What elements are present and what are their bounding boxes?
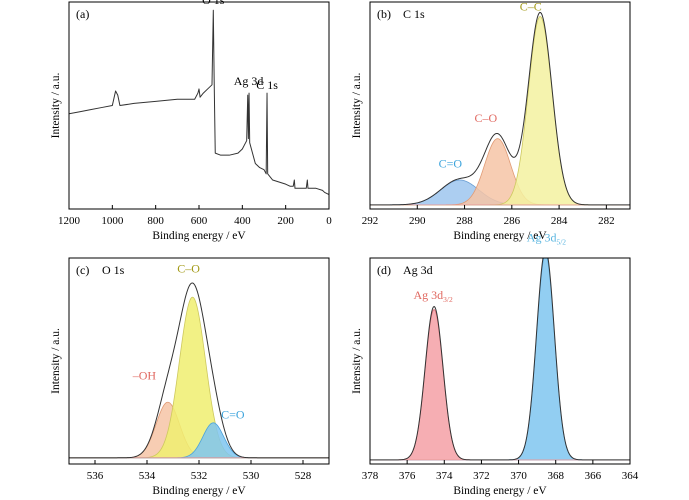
panel-d: 378 376 374 372 370 368 366 364 Binding energy /…	[351, 231, 639, 497]
y-axis-label: Intensity / a.u.	[50, 72, 62, 138]
x-tick-label: 0	[326, 215, 332, 227]
panel-label: (c)	[76, 263, 89, 277]
x-axis-label: Binding energy / eV	[453, 230, 547, 242]
x-tick-label: 292	[362, 215, 379, 227]
x-tick-label: 364	[622, 470, 639, 482]
peak-annotation: C 1s	[256, 78, 278, 92]
peak-annotation: O 1s	[202, 0, 225, 7]
peak-annotation: C–O	[177, 261, 200, 275]
axes-frame	[369, 257, 631, 465]
panel-label: (b)	[377, 7, 391, 21]
x-tick-label: 1000	[101, 215, 124, 227]
x-axis-label: Binding energy / eV	[152, 485, 246, 497]
x-tick-label: 200	[277, 215, 294, 227]
x-tick-label: 368	[547, 470, 564, 482]
x-axis-label: Binding energy / eV	[152, 230, 246, 242]
peak-annotation: C=O	[221, 408, 245, 422]
panel-b: 292 290 288 286 284 282 Binding energy / eV Int…	[351, 0, 631, 242]
x-tick-label: 378	[362, 470, 379, 482]
axes-frame	[68, 1, 330, 210]
envelope-line	[370, 258, 630, 461]
panel-title: O 1s	[102, 263, 125, 277]
x-tick-label: 370	[510, 470, 527, 482]
peak-annotation: Ag 3d5/2	[527, 231, 567, 247]
x-tick-label: 282	[598, 215, 615, 227]
peak-annotation: C–O	[474, 111, 497, 125]
x-tick-label: 376	[399, 470, 416, 482]
peak-annotation: Ag 3d	[234, 74, 264, 88]
plot-area-b	[370, 11, 630, 206]
x-tick-label: 400	[234, 215, 251, 227]
x-tick-label: 286	[504, 215, 521, 227]
x-tick-label: 530	[243, 470, 260, 482]
panel-a: 1200 1000 800 600 400 200 0 Binding energy / eV…	[50, 0, 332, 242]
x-tick-label: 290	[409, 215, 426, 227]
peak-annotation: –OH	[132, 369, 157, 383]
panel-c: 536 534 532 530 528 Binding energy / eV Intens…	[50, 257, 330, 497]
peak-c-o-c	[69, 296, 329, 459]
y-axis-label: Intensity / a.u.	[50, 328, 62, 394]
axes-frame	[369, 1, 631, 210]
y-axis-label: Intensity / a.u.	[351, 328, 363, 394]
peak-c-o-b	[370, 138, 630, 206]
peak-ag-3d5-2-d	[370, 258, 630, 461]
plot-area-c	[69, 282, 329, 459]
x-tick-label: 532	[191, 470, 208, 482]
plot-area-a	[69, 9, 329, 195]
x-tick-label: 600	[191, 215, 208, 227]
x-tick-label: 372	[473, 470, 490, 482]
envelope-line	[69, 282, 329, 459]
peak-ag-3d3-2-d	[370, 309, 630, 461]
x-tick-label: 284	[551, 215, 568, 227]
x-tick-label: 800	[147, 215, 164, 227]
x-tick-label: 528	[295, 470, 312, 482]
panel-title: C 1s	[403, 7, 425, 21]
x-tick-label: 374	[436, 470, 453, 482]
x-tick-label: 1200	[58, 215, 81, 227]
x-tick-label: 536	[87, 470, 104, 482]
survey-spectrum-line	[69, 9, 329, 195]
x-tick-label: 534	[139, 470, 156, 482]
y-axis-label: Intensity / a.u.	[351, 72, 363, 138]
peak-annotation: C–C	[520, 0, 542, 13]
x-tick-label: 288	[456, 215, 473, 227]
plot-area-d	[370, 258, 630, 461]
panel-title: Ag 3d	[403, 263, 433, 277]
x-tick-label: 366	[585, 470, 602, 482]
panel-label: (a)	[76, 7, 89, 21]
x-axis-label: Binding energy / eV	[453, 485, 547, 497]
panel-label: (d)	[377, 263, 391, 277]
peak-annotation: Ag 3d3/2	[414, 288, 454, 304]
peak-annotation: C=O	[439, 157, 463, 171]
envelope-line	[370, 11, 630, 206]
